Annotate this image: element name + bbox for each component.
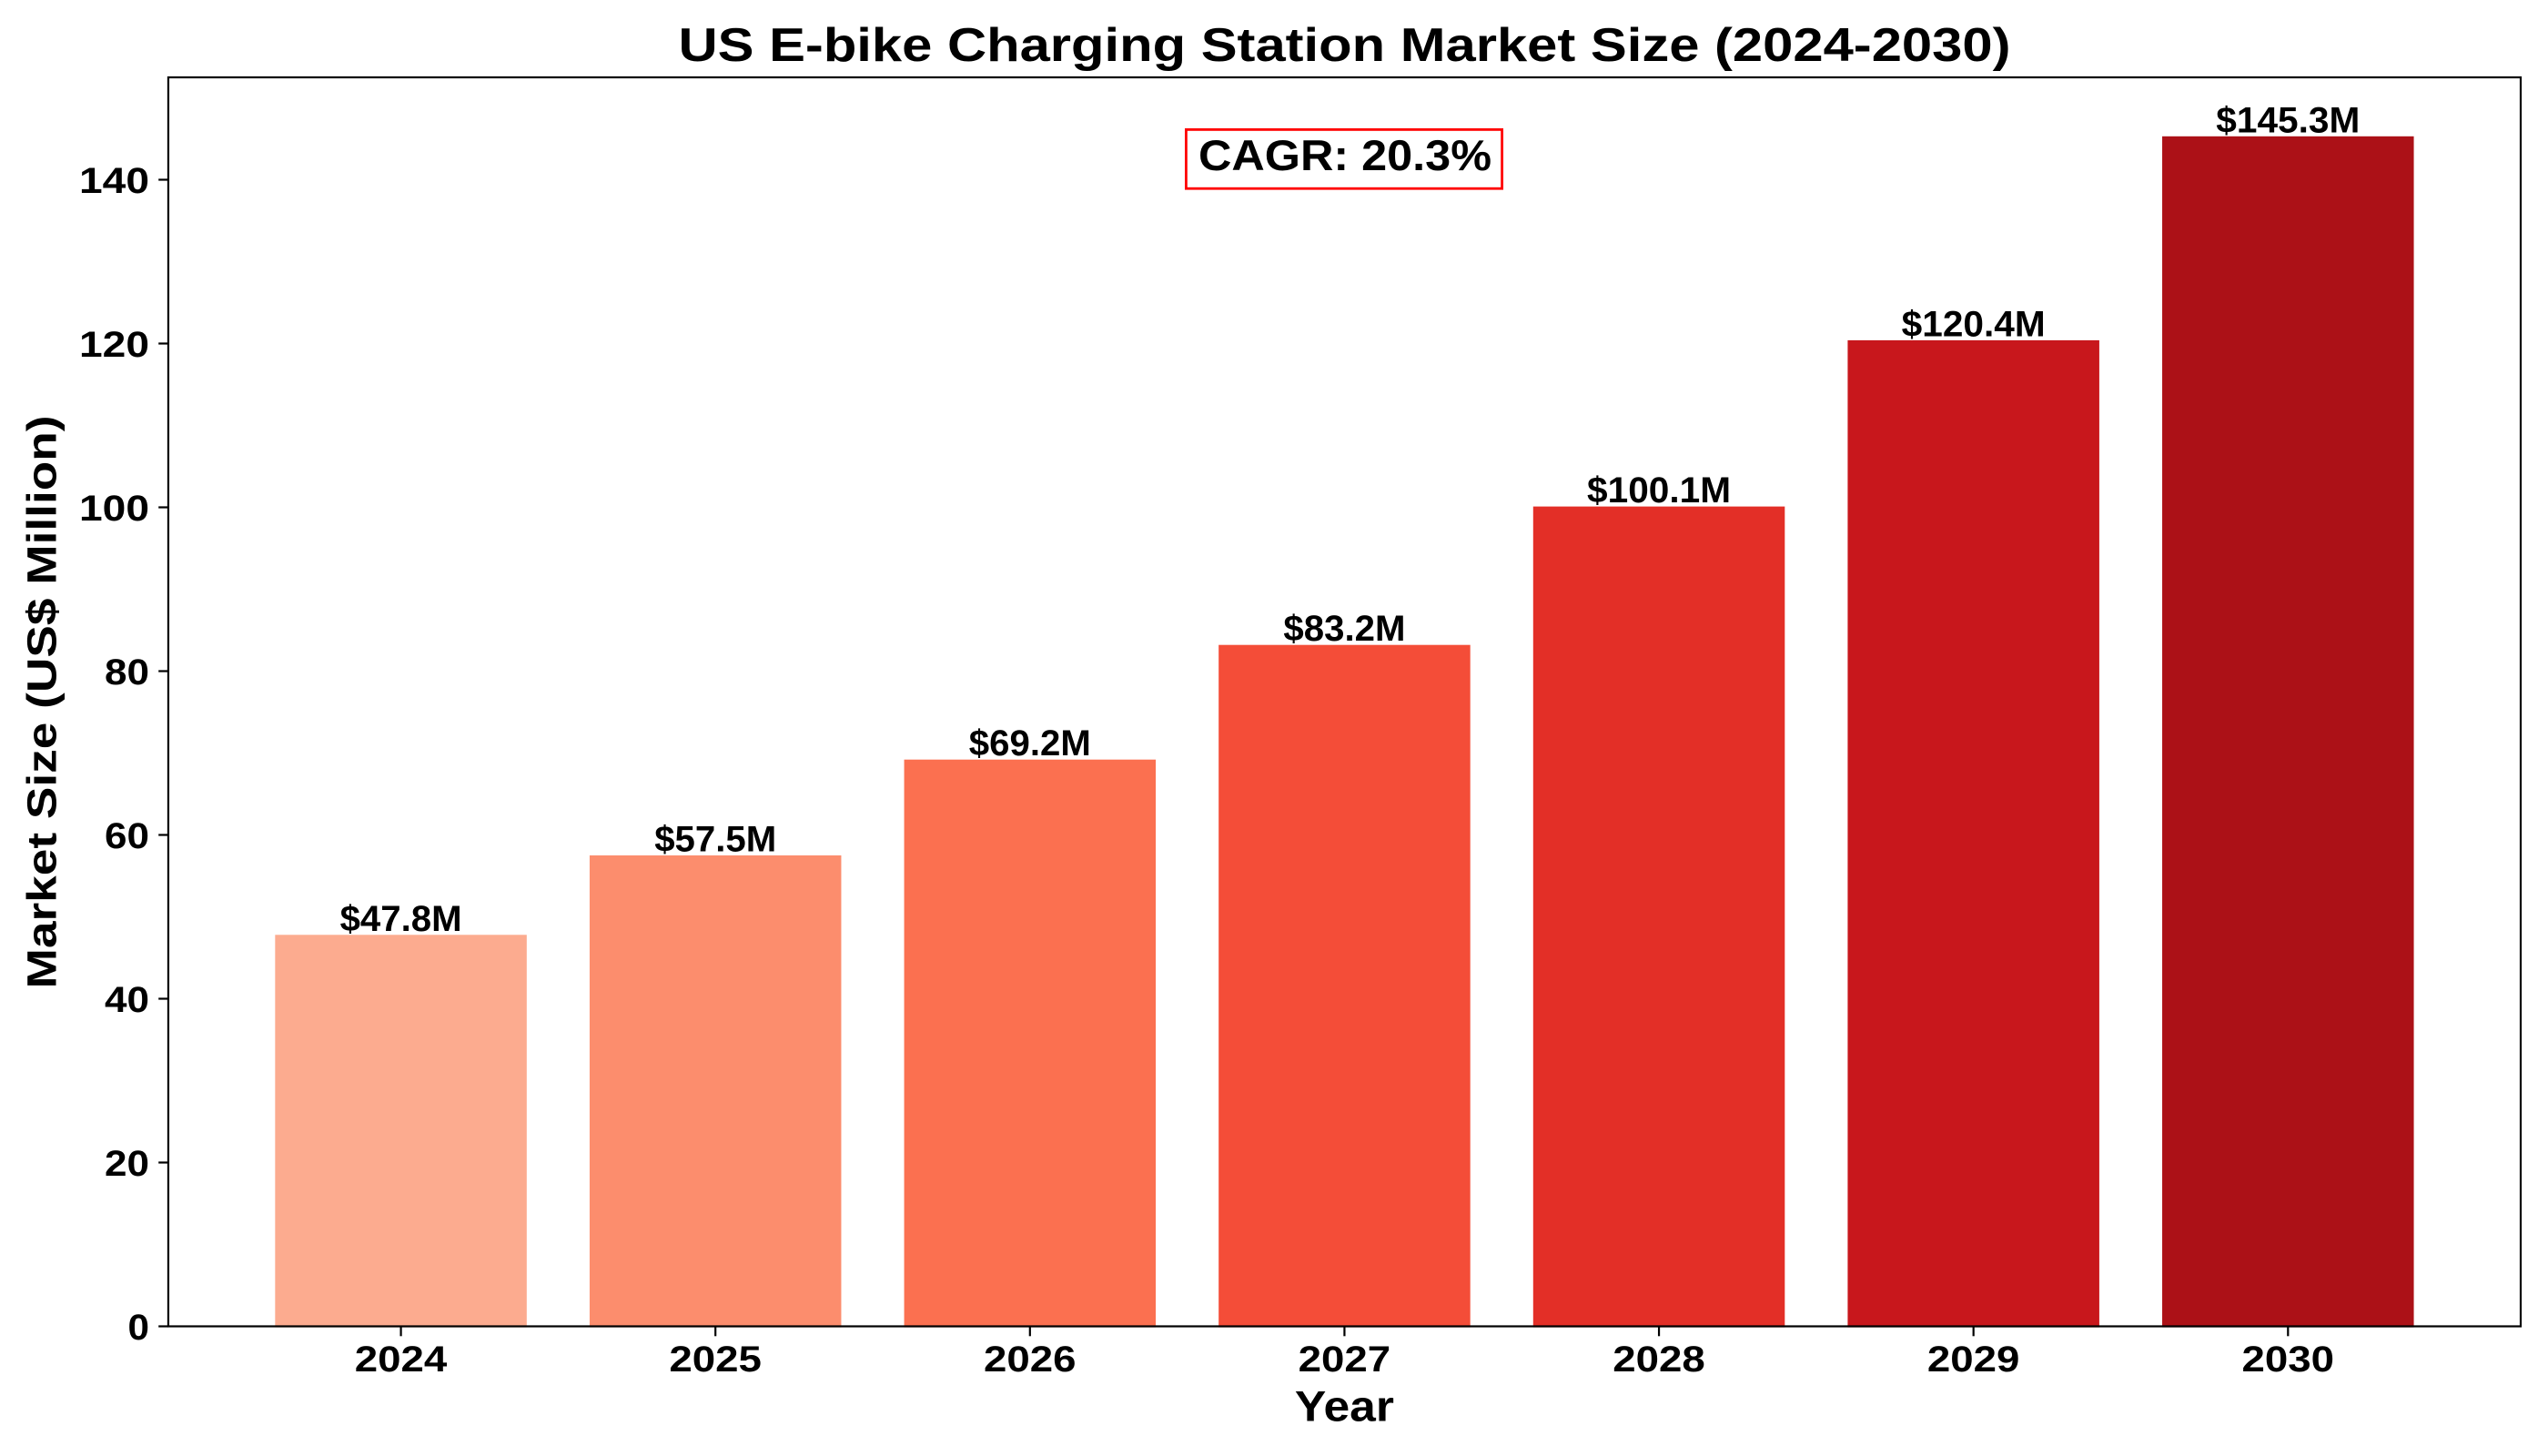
svg-text:$83.2M: $83.2M	[1283, 608, 1405, 649]
svg-text:$69.2M: $69.2M	[969, 723, 1091, 763]
svg-text:2030: 2030	[2242, 1339, 2335, 1380]
svg-text:2027: 2027	[1299, 1339, 1391, 1380]
svg-text:2026: 2026	[984, 1339, 1077, 1380]
svg-text:20: 20	[105, 1143, 149, 1184]
svg-text:US E-bike Charging Station Mar: US E-bike Charging Station Market Size (…	[679, 18, 2011, 71]
svg-text:$100.1M: $100.1M	[1587, 470, 1731, 511]
svg-text:2024: 2024	[355, 1339, 448, 1380]
svg-text:140: 140	[79, 160, 149, 201]
svg-text:2028: 2028	[1613, 1339, 1705, 1380]
svg-text:Year: Year	[1295, 1382, 1394, 1431]
svg-text:40: 40	[105, 979, 149, 1020]
svg-text:0: 0	[128, 1307, 150, 1348]
svg-text:CAGR: 20.3%: CAGR: 20.3%	[1198, 131, 1491, 179]
svg-text:80: 80	[105, 652, 149, 693]
svg-text:100: 100	[79, 488, 149, 529]
svg-text:$47.8M: $47.8M	[340, 898, 462, 939]
svg-text:Market Size (US$ Million): Market Size (US$ Million)	[19, 416, 66, 989]
svg-text:120: 120	[79, 324, 149, 365]
svg-text:$120.4M: $120.4M	[1902, 303, 2046, 344]
svg-text:$57.5M: $57.5M	[654, 819, 776, 860]
svg-text:2025: 2025	[669, 1339, 762, 1380]
svg-text:2029: 2029	[1927, 1339, 2020, 1380]
svg-text:$145.3M: $145.3M	[2216, 99, 2360, 140]
svg-text:60: 60	[105, 815, 149, 856]
